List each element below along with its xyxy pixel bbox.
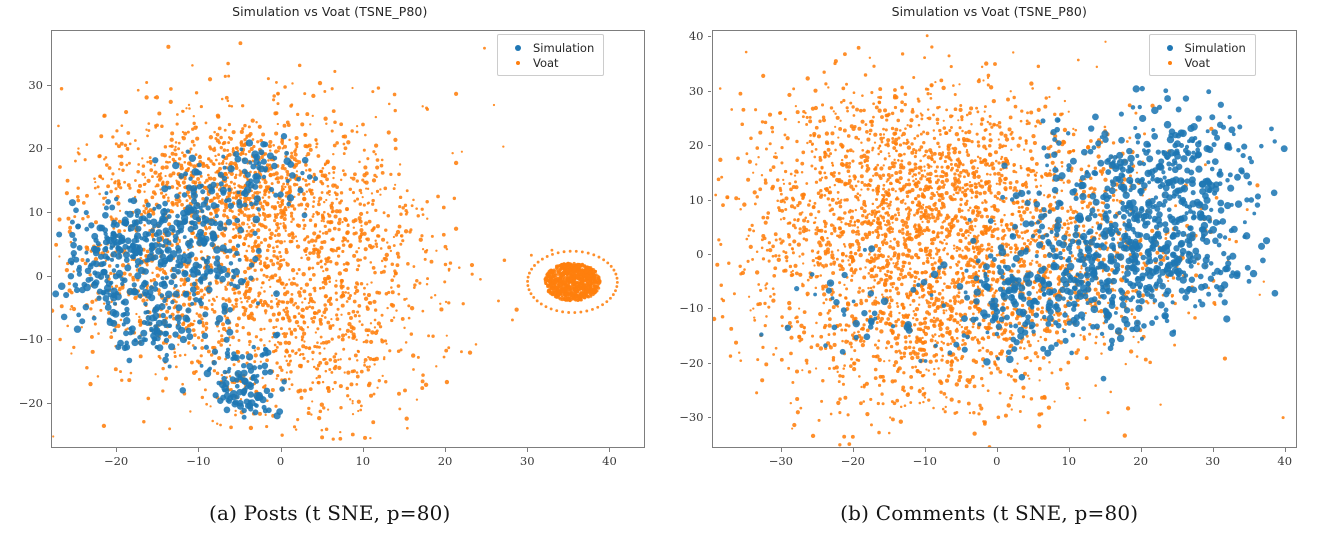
- panel-b-title: Simulation vs Voat (TSNE_P80): [891, 4, 1087, 19]
- panel-a-scatter-canvas: [52, 31, 644, 447]
- y-tick-mark: [707, 199, 711, 201]
- y-tick-label: 10: [688, 192, 704, 207]
- x-tick-mark: [1284, 448, 1286, 452]
- x-tick-mark: [280, 448, 282, 452]
- x-tick-label: 40: [602, 454, 617, 468]
- y-tick-mark: [47, 84, 51, 86]
- y-tick-label: −20: [18, 395, 43, 410]
- y-tick-label: −30: [679, 410, 704, 425]
- panel-a-title: Simulation vs Voat (TSNE_P80): [232, 4, 428, 19]
- panel-posts: Simulation vs Voat (TSNE_P80) −20 −10 0 10 2…: [18, 4, 645, 525]
- x-tick-mark: [527, 448, 529, 452]
- y-tick-label: −20: [679, 355, 704, 370]
- y-tick-label: 40: [688, 29, 704, 44]
- legend-marker-simulation-icon: [505, 44, 531, 51]
- y-tick-label: −10: [679, 301, 704, 316]
- panel-a-legend: Simulation Voat: [497, 34, 605, 76]
- y-tick-mark: [47, 339, 51, 341]
- x-tick-mark: [116, 448, 118, 452]
- x-tick-label: 0: [993, 454, 1001, 468]
- x-tick-label: 0: [276, 454, 285, 468]
- x-tick-label: 10: [1061, 454, 1077, 468]
- panel-a-plot-area: [51, 30, 645, 448]
- x-tick-mark: [362, 448, 364, 452]
- x-tick-label: 30: [519, 454, 535, 468]
- x-tick-mark: [780, 448, 782, 452]
- x-tick-mark: [445, 448, 447, 452]
- legend-label-simulation: Simulation: [1184, 40, 1246, 55]
- y-tick-mark: [47, 212, 51, 213]
- y-tick-label: −10: [18, 332, 43, 347]
- legend-marker-voat-icon: [505, 60, 531, 65]
- x-tick-mark: [609, 448, 611, 452]
- legend-label-voat: Voat: [1184, 55, 1211, 70]
- x-tick-label: −10: [912, 454, 937, 468]
- y-tick-label: 30: [28, 77, 43, 92]
- x-tick-mark: [924, 448, 926, 452]
- panel-b-caption: (b) Comments (t SNE, p=80): [840, 501, 1139, 525]
- y-tick-mark: [707, 362, 711, 364]
- y-tick-label: 0: [35, 268, 43, 283]
- panel-comments: Simulation vs Voat (TSNE_P80) −30 −20 −10 0…: [660, 0, 1319, 539]
- y-tick-mark: [707, 417, 711, 419]
- x-tick-label: 20: [1133, 454, 1149, 468]
- x-tick-mark: [852, 448, 854, 452]
- x-tick-label: −10: [186, 454, 211, 468]
- y-tick-mark: [707, 90, 711, 92]
- legend-entry-voat: Voat: [1157, 55, 1246, 70]
- legend-entry-simulation: Simulation: [505, 40, 594, 55]
- x-tick-label: −30: [768, 454, 794, 468]
- legend-entry-voat: Voat: [505, 55, 594, 70]
- x-tick-label: 30: [1205, 454, 1221, 468]
- panel-b-scatter-canvas: [712, 31, 1296, 447]
- panel-a-caption: (a) Posts (t SNE, p=80): [208, 501, 451, 525]
- y-tick-label: 20: [28, 141, 43, 156]
- y-tick-label: 30: [688, 83, 704, 98]
- legend-entry-simulation: Simulation: [1157, 40, 1246, 55]
- x-tick-mark: [1212, 448, 1214, 452]
- x-tick-mark: [1140, 448, 1142, 452]
- y-tick-label: 20: [688, 138, 704, 153]
- x-tick-label: −20: [103, 454, 129, 468]
- x-tick-mark: [198, 448, 200, 452]
- x-tick-label: −20: [840, 454, 865, 468]
- x-tick-mark: [996, 448, 998, 452]
- legend-marker-simulation-icon: [1157, 44, 1183, 51]
- panel-b-legend: Simulation Voat: [1148, 34, 1256, 76]
- y-tick-mark: [707, 253, 711, 255]
- y-tick-mark: [47, 148, 51, 150]
- y-tick-label: 10: [28, 205, 43, 219]
- x-tick-mark: [1068, 448, 1070, 452]
- y-tick-mark: [47, 275, 51, 277]
- panel-b-plot-area: [711, 30, 1297, 448]
- y-tick-mark: [707, 36, 711, 38]
- y-tick-mark: [47, 402, 51, 404]
- y-tick-mark: [707, 308, 711, 310]
- legend-label-simulation: Simulation: [533, 40, 595, 55]
- y-tick-label: 0: [696, 246, 704, 261]
- y-tick-mark: [707, 145, 711, 147]
- legend-marker-voat-icon: [1157, 60, 1183, 65]
- x-tick-label: 10: [355, 454, 371, 468]
- x-tick-label: 20: [437, 454, 453, 468]
- legend-label-voat: Voat: [533, 55, 559, 70]
- x-tick-label: 40: [1277, 454, 1293, 468]
